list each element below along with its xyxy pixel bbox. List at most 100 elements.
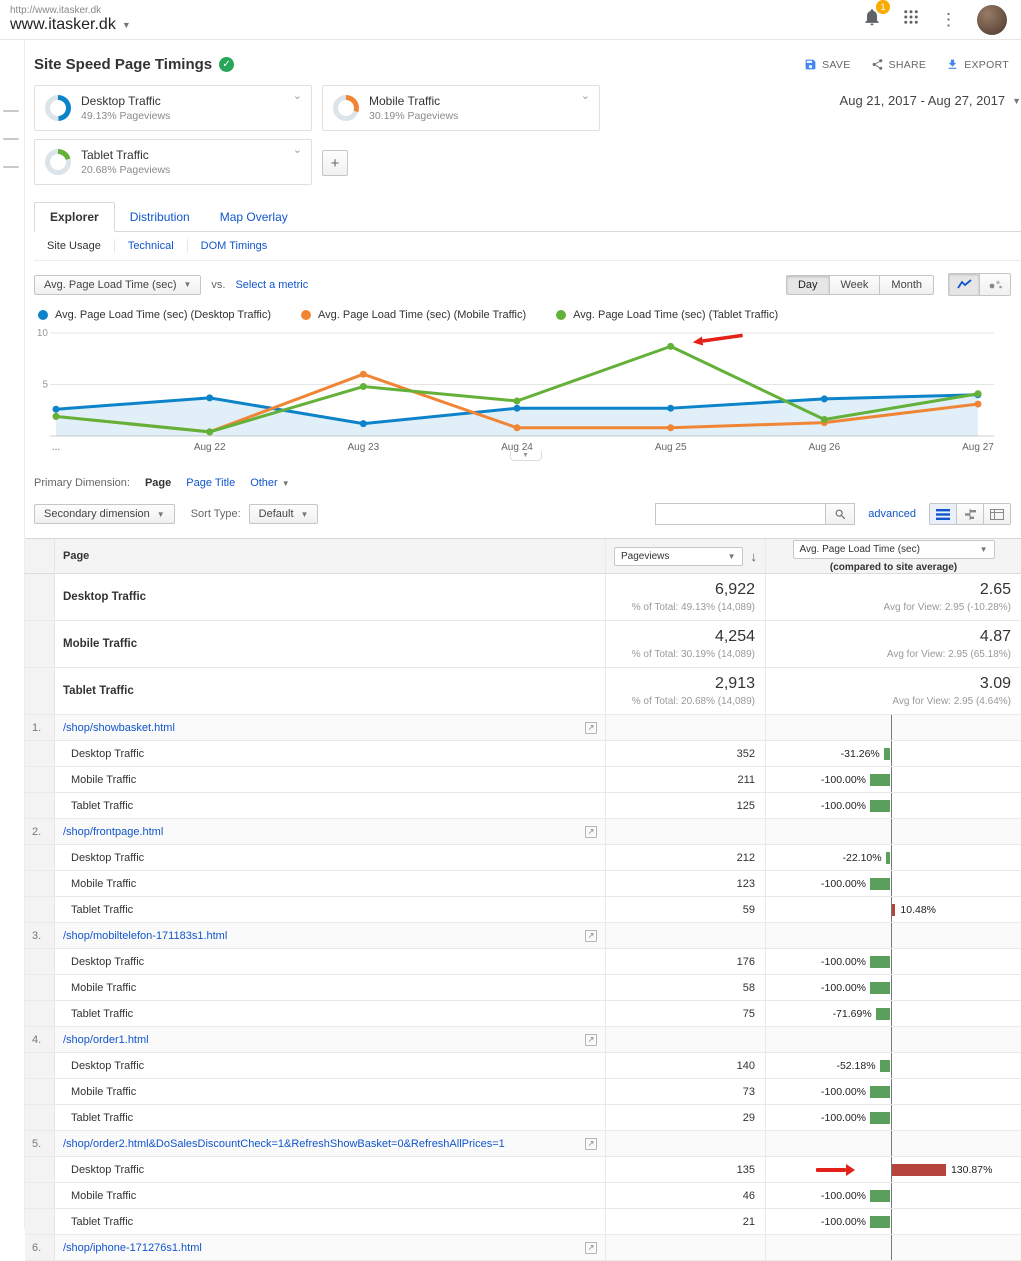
save-button[interactable]: SAVE — [804, 58, 850, 71]
delta-cell — [765, 1235, 1021, 1260]
overflow-menu-icon[interactable]: ⋮ — [940, 10, 957, 29]
notifications-button[interactable]: 1 — [862, 0, 890, 32]
delta-label: -100.00% — [821, 1189, 866, 1202]
subtab-dom-timings[interactable]: DOM Timings — [200, 240, 268, 252]
metric-column-dropdown[interactable]: Avg. Page Load Time (sec) ▼ — [792, 539, 995, 559]
page-url-link[interactable]: /shop/mobiltelefon-171183s1.html — [63, 929, 228, 942]
tab-explorer[interactable]: Explorer — [34, 202, 115, 232]
subtab-technical[interactable]: Technical — [115, 239, 188, 253]
external-link-icon[interactable]: ↗ — [585, 1137, 597, 1150]
table-search-input[interactable] — [655, 503, 826, 525]
account-selector[interactable]: http://www.itasker.dk www.itasker.dk ▼ — [10, 5, 131, 35]
external-link-icon[interactable]: ↗ — [585, 825, 597, 838]
row-index-cell — [25, 668, 55, 714]
external-link-icon[interactable]: ↗ — [585, 1033, 597, 1046]
motion-chart-view-button[interactable] — [979, 273, 1011, 296]
share-icon — [872, 59, 882, 70]
date-range-selector[interactable]: Aug 21, 2017 - Aug 27, 2017 ▼ — [840, 85, 1021, 108]
line-chart-view-button[interactable] — [948, 273, 980, 296]
svg-text:Aug 26: Aug 26 — [808, 442, 840, 453]
delta-bar — [870, 981, 890, 994]
line-chart-icon — [956, 279, 972, 289]
delta-label: -31.26% — [840, 747, 880, 760]
select-metric-link[interactable]: Select a metric — [235, 278, 309, 291]
apps-grid-button[interactable] — [902, 8, 920, 31]
summary-metric-cell: 4.87 Avg for View: 2.95 (65.18%) — [765, 621, 1021, 667]
page-url-link[interactable]: /shop/iphone-171276s1.html — [63, 1241, 202, 1254]
external-link-icon[interactable]: ↗ — [585, 929, 597, 942]
advanced-search-link[interactable]: advanced — [868, 508, 916, 520]
summary-pageviews-cell: 2,913 % of Total: 20.68% (14,089) — [605, 668, 765, 714]
row-index-cell — [25, 1157, 55, 1182]
timeseries-chart[interactable]: 5 10... Aug 22 Aug 23 Aug 24 Aug 25 Aug 26 Aug … — [36, 324, 1015, 461]
delta-cell — [765, 1131, 1021, 1156]
chevron-down-icon: ▼ — [1012, 95, 1021, 106]
pageviews-cell — [605, 1027, 765, 1052]
page-cell: /shop/order1.html ↗ — [55, 1027, 605, 1052]
table-group-row: 3. /shop/mobiltelefon-171183s1.html ↗ — [25, 923, 1021, 949]
segment-label: Tablet Traffic — [71, 1007, 134, 1020]
tab-distribution[interactable]: Distribution — [129, 210, 190, 224]
delta-label: -100.00% — [821, 799, 866, 812]
subtab-site-usage[interactable]: Site Usage — [34, 239, 115, 253]
search-button[interactable] — [825, 503, 856, 525]
table-view-button[interactable] — [929, 503, 957, 525]
delta-label: -100.00% — [821, 955, 866, 968]
page-url-link[interactable]: /shop/order2.html&DoSalesDiscountCheck=1… — [63, 1137, 505, 1150]
secondary-dimension-dropdown[interactable]: Secondary dimension ▼ — [34, 504, 175, 524]
segment-label: Desktop Traffic — [71, 1163, 145, 1176]
external-link-icon[interactable]: ↗ — [585, 1241, 597, 1254]
delta-cell: -31.26% — [765, 741, 1021, 766]
share-button[interactable]: SHARE — [871, 58, 927, 71]
page-url-link[interactable]: /shop/showbasket.html — [63, 721, 175, 734]
chevron-down-icon[interactable]: ⌄ — [580, 90, 590, 102]
comparison-view-button[interactable] — [956, 503, 984, 525]
page-url-link[interactable]: /shop/order1.html — [63, 1033, 149, 1046]
account-name: www.itasker.dk — [10, 16, 116, 34]
add-segment-button[interactable]: + — [322, 150, 348, 176]
tab-map-overlay[interactable]: Map Overlay — [219, 210, 288, 224]
pageviews-cell — [605, 923, 765, 948]
delta-bar — [870, 1085, 890, 1098]
notification-badge: 1 — [876, 0, 890, 14]
granularity-day[interactable]: Day — [785, 274, 830, 295]
chevron-down-icon[interactable]: ⌄ — [292, 144, 302, 156]
chart-annotations-toggle[interactable]: ▼ — [509, 451, 542, 461]
sort-type-dropdown[interactable]: Default ▼ — [248, 504, 319, 524]
chevron-down-icon: ▼ — [727, 551, 736, 561]
avatar[interactable] — [977, 4, 1007, 35]
verified-check-icon: ✓ — [219, 57, 235, 72]
primary-dimension-other[interactable]: Other ▼ — [250, 477, 290, 489]
external-link-icon[interactable]: ↗ — [585, 721, 597, 734]
segment-label: Mobile Traffic — [71, 1189, 137, 1202]
segment-card-tablet[interactable]: Tablet Traffic 20.68% Pageviews ⌄ — [34, 139, 312, 185]
segment-label: Desktop Traffic — [71, 747, 145, 760]
segment-label: Tablet Traffic — [71, 799, 134, 812]
legend-item: Avg. Page Load Time (sec) (Tablet Traffi… — [556, 309, 778, 321]
summary-pageviews-value: 4,254 — [714, 628, 755, 645]
primary-dimension-page-title[interactable]: Page Title — [186, 477, 236, 489]
export-button[interactable]: EXPORT — [946, 58, 1009, 71]
pageviews-cell — [605, 819, 765, 844]
pageviews-value: 212 — [605, 845, 765, 870]
granularity-month[interactable]: Month — [879, 274, 934, 295]
pageviews-column-dropdown[interactable]: Pageviews ▼ — [614, 546, 743, 566]
summary-pageviews-subtext: % of Total: 49.13% (14,089) — [631, 602, 755, 613]
delta-bar — [870, 1215, 890, 1228]
segment-card-mobile[interactable]: Mobile Traffic 30.19% Pageviews ⌄ — [322, 85, 600, 131]
page-url-link[interactable]: /shop/frontpage.html — [63, 825, 164, 838]
sort-descending-icon[interactable]: ↓ — [750, 548, 758, 564]
granularity-week[interactable]: Week — [828, 274, 881, 295]
chevron-down-icon[interactable]: ⌄ — [292, 90, 302, 102]
save-icon — [805, 59, 816, 70]
primary-dimension-page[interactable]: Page — [144, 477, 172, 489]
metric-dropdown[interactable]: Avg. Page Load Time (sec) ▼ — [34, 274, 202, 295]
segment-card-desktop[interactable]: Desktop Traffic 49.13% Pageviews ⌄ — [34, 85, 312, 131]
segment-detail: 30.19% Pageviews — [369, 109, 459, 122]
pivot-view-button[interactable] — [983, 503, 1011, 525]
collapsed-sidebar[interactable] — [0, 40, 25, 1229]
summary-pageviews-subtext: % of Total: 20.68% (14,089) — [631, 696, 755, 707]
summary-row: Desktop Traffic 6,922 % of Total: 49.13% (… — [25, 574, 1021, 621]
table-row: Desktop Traffic 135 130.87% — [25, 1157, 1021, 1183]
summary-row: Mobile Traffic 4,254 % of Total: 30.19% (1… — [25, 621, 1021, 668]
